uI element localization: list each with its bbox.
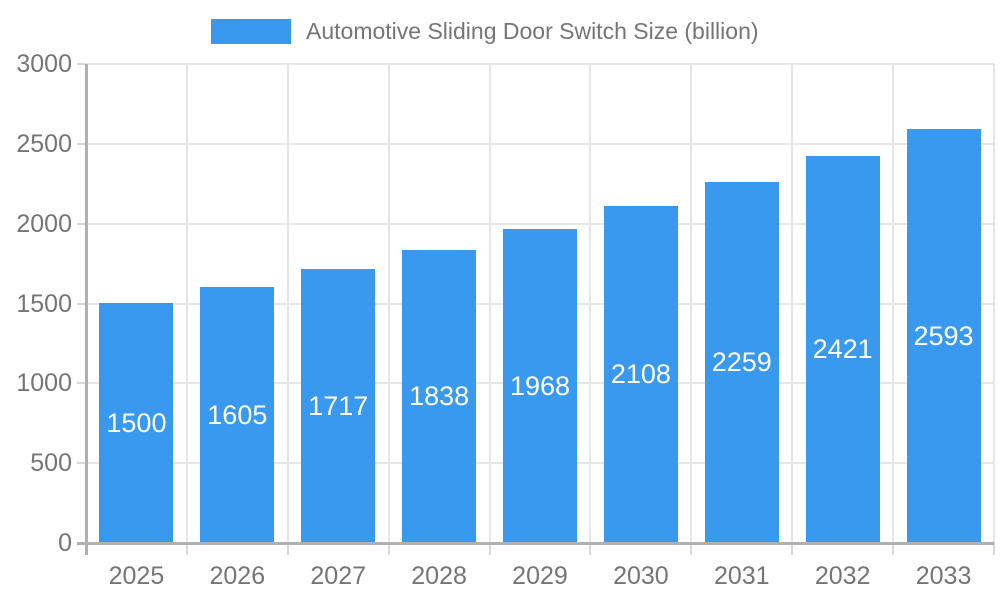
y-axis-tick	[77, 222, 86, 225]
gridline-vertical	[387, 64, 390, 543]
y-axis-label: 2500	[16, 129, 72, 158]
gridline-vertical	[488, 64, 491, 543]
x-axis-tick	[589, 543, 592, 555]
bar-value-label: 1605	[207, 399, 268, 430]
bar-value-label: 1500	[106, 407, 167, 438]
y-axis-label: 1500	[16, 289, 72, 318]
y-axis-tick	[77, 382, 86, 385]
y-axis-label: 1000	[16, 369, 72, 398]
y-axis-line	[85, 64, 88, 555]
x-axis-label: 2026	[209, 562, 266, 590]
x-axis-label: 2029	[512, 562, 568, 590]
gridline-vertical	[286, 64, 289, 543]
legend-label: Automotive Sliding Door Switch Size (bil…	[306, 18, 759, 44]
gridline-horizontal	[86, 222, 994, 225]
bar-value-label: 2421	[812, 334, 873, 364]
bar-2030: 2108	[603, 206, 678, 543]
bar-value-label: 2108	[610, 359, 671, 389]
x-axis-label: 2033	[915, 562, 972, 590]
x-axis-tick	[690, 543, 693, 555]
bar-2028: 1838	[402, 250, 477, 543]
gridline-horizontal	[86, 142, 994, 145]
x-axis-tick	[286, 543, 289, 555]
y-axis-label: 500	[30, 449, 72, 478]
bar-2026: 1605	[200, 287, 275, 543]
x-axis-line	[77, 542, 994, 545]
x-axis-label: 2028	[411, 562, 467, 590]
x-axis-tick	[892, 543, 895, 555]
x-axis-label: 2030	[613, 562, 669, 590]
y-axis-tick	[77, 142, 86, 145]
chart-legend-item[interactable]: Automotive Sliding Door Switch Size (bil…	[211, 17, 759, 45]
bar-2029: 1968	[503, 229, 577, 543]
bar-2027: 1717	[301, 269, 376, 543]
bar-value-label: 1838	[409, 381, 470, 411]
y-axis-label: 0	[58, 529, 72, 557]
gridline-vertical	[993, 64, 995, 543]
bar-value-label: 1717	[308, 390, 369, 421]
gridline-vertical	[690, 64, 693, 543]
gridline-vertical	[185, 64, 188, 543]
x-axis-label: 2027	[310, 562, 367, 590]
y-axis-tick	[77, 302, 86, 305]
gridline-vertical	[791, 64, 794, 543]
bar-value-label: 2593	[913, 320, 974, 351]
bar-2031: 2259	[704, 182, 779, 543]
x-axis-label: 2031	[713, 562, 770, 590]
bar-2033: 2593	[906, 129, 981, 543]
y-axis-label: 2000	[16, 209, 72, 238]
plot-area: 1500 1605 1717 1838 1968 2108 2259 2421 2593	[86, 63, 995, 543]
y-axis-tick	[77, 63, 86, 65]
x-axis-tick	[387, 543, 390, 555]
x-axis-tick	[791, 543, 794, 555]
gridline-vertical	[892, 64, 895, 543]
gridline-horizontal	[86, 63, 994, 65]
bar-value-label: 1968	[509, 370, 571, 401]
y-axis-tick	[77, 462, 86, 465]
bar-2032: 2421	[805, 156, 880, 543]
gridline-vertical	[589, 64, 592, 543]
y-axis-label: 3000	[16, 50, 72, 78]
x-axis-label: 2032	[814, 562, 871, 590]
legend-swatch	[211, 18, 291, 44]
bar-2025: 1500	[99, 303, 174, 543]
bar-value-label: 2259	[711, 347, 772, 377]
x-axis-tick	[993, 543, 995, 555]
x-axis-label: 2025	[108, 562, 165, 590]
x-axis-tick	[185, 543, 188, 555]
x-axis-tick	[488, 543, 491, 555]
